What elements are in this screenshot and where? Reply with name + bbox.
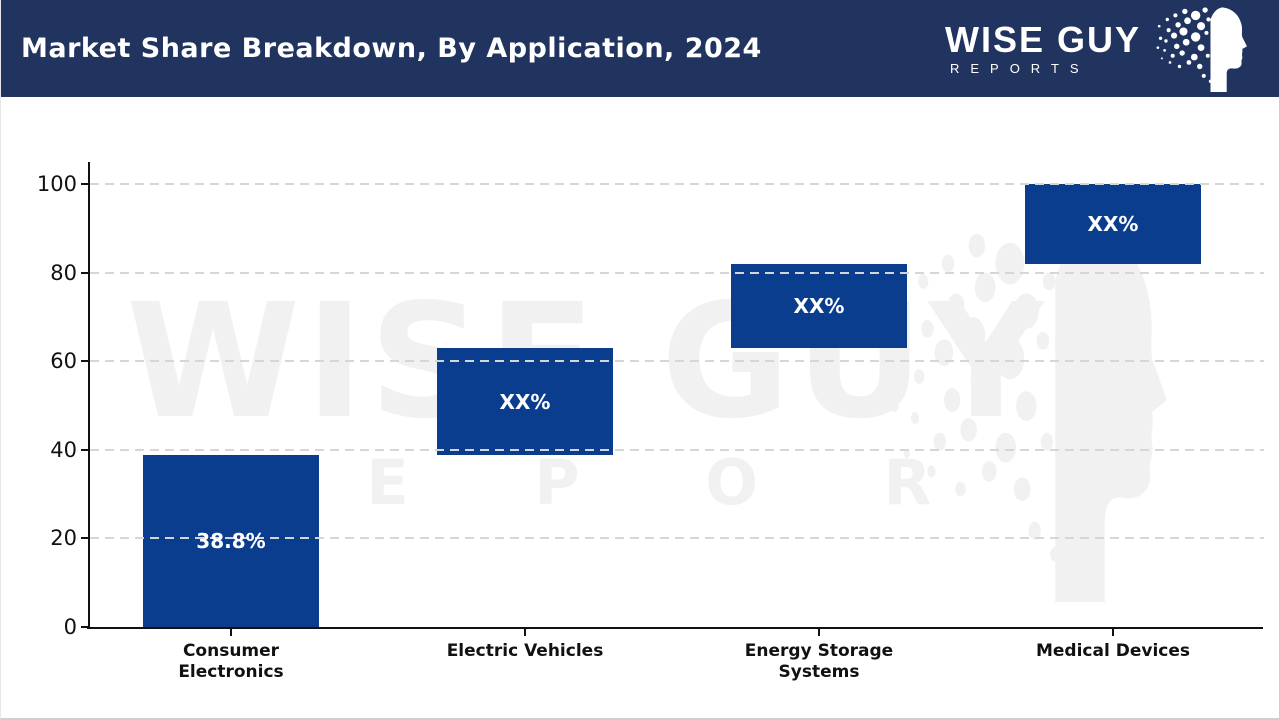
x-tick-mark [1112,629,1114,636]
y-tick-label: 0 [63,615,77,639]
x-category-label: Electric Vehicles [446,641,604,661]
x-axis-spine [87,627,1263,629]
header-bar: Market Share Breakdown, By Application, … [1,0,1279,97]
y-tick-label: 80 [50,260,77,285]
wise-guy-logo: WISE GUY REPORTS [945,0,1251,97]
y-tick-mark [81,183,89,185]
bar-segment [437,347,613,456]
logo-wordmark: WISE GUY [944,18,1141,60]
bar-value-label: 38.8% [196,529,266,554]
bar-segment [143,455,319,627]
gridline [90,448,1264,451]
x-category-label: Medical Devices [1035,641,1190,661]
y-tick-label: 40 [50,437,77,462]
y-tick-label: 60 [50,349,77,374]
logo-subtitle: REPORTS [949,60,1090,76]
x-tick-mark [524,629,526,636]
chart-title: Market Share Breakdown, By Application, … [21,33,762,64]
x-category-label: Energy Storage Systems [744,641,894,682]
logo-head-icon [1143,6,1251,96]
y-axis-spine [88,162,90,629]
y-tick-mark [81,537,89,540]
y-tick-mark [81,360,89,363]
bar-value-label: XX% [1087,211,1139,236]
y-tick-mark [81,448,89,451]
gridline [90,183,1264,185]
gridline [90,537,1264,540]
bar-value-label: XX% [793,293,845,318]
watermark-head-icon [849,222,1179,606]
bar-value-label: XX% [499,389,551,414]
logo-text: WISE GUY REPORTS [944,18,1141,76]
gridline [90,360,1264,363]
y-tick-mark [81,626,89,628]
x-tick-mark [230,629,232,636]
y-tick-label: 100 [36,172,77,196]
x-category-label: Consumer Electronics [178,641,284,682]
bar-segment [731,263,907,348]
bar-segment [1025,184,1201,264]
gridline [90,271,1264,274]
y-tick-label: 20 [50,526,77,551]
y-tick-mark [81,271,89,274]
x-tick-mark [818,629,820,636]
